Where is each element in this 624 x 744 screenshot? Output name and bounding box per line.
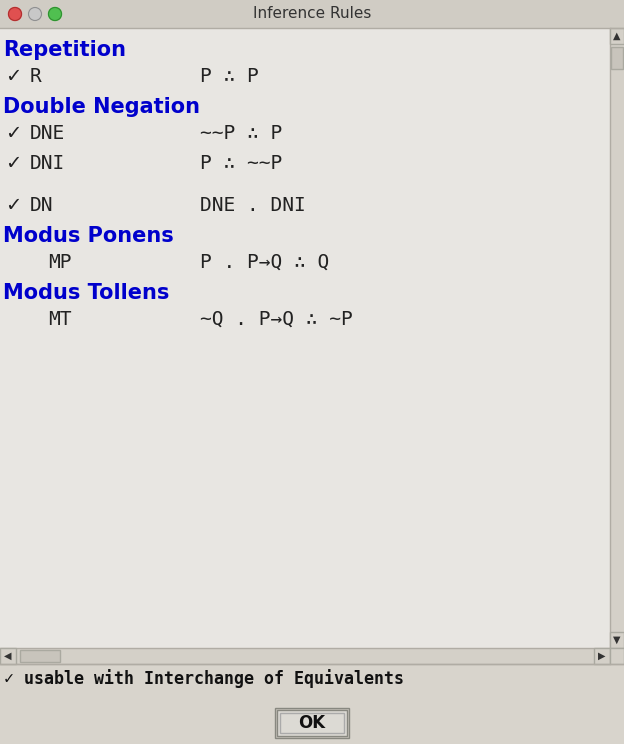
- Bar: [0, 0, 624, 28]
- Text: P . P→Q ∴ Q: P . P→Q ∴ Q: [200, 253, 329, 272]
- Text: ▲: ▲: [613, 31, 621, 41]
- Text: ~Q . P→Q ∴ ~P: ~Q . P→Q ∴ ~P: [200, 310, 353, 329]
- Text: ✓: ✓: [5, 196, 21, 215]
- Bar: [275, 708, 349, 738]
- Text: ✓: ✓: [5, 67, 21, 86]
- Circle shape: [9, 7, 21, 21]
- Circle shape: [29, 7, 42, 21]
- Text: Double Negation: Double Negation: [3, 97, 200, 117]
- Text: Repetition: Repetition: [3, 40, 126, 60]
- Text: P ∴ ~~P: P ∴ ~~P: [200, 154, 282, 173]
- Bar: [611, 47, 623, 69]
- Text: P ∴ P: P ∴ P: [200, 67, 259, 86]
- Bar: [0, 648, 610, 664]
- Text: Modus Tollens: Modus Tollens: [3, 283, 169, 303]
- Bar: [0, 664, 624, 744]
- Text: DNE . DNI: DNE . DNI: [200, 196, 306, 215]
- Text: DN: DN: [30, 196, 54, 215]
- Text: ✓: ✓: [5, 154, 21, 173]
- Text: DNI: DNI: [30, 154, 66, 173]
- Bar: [594, 648, 610, 664]
- Text: MT: MT: [48, 310, 72, 329]
- Text: Modus Ponens: Modus Ponens: [3, 226, 173, 246]
- Bar: [610, 648, 624, 664]
- Bar: [20, 650, 60, 662]
- Text: ✓: ✓: [5, 124, 21, 143]
- Text: R: R: [30, 67, 42, 86]
- Text: ▼: ▼: [613, 635, 621, 645]
- Bar: [0, 28, 610, 648]
- Circle shape: [49, 7, 62, 21]
- Bar: [277, 710, 347, 736]
- Text: DNE: DNE: [30, 124, 66, 143]
- Bar: [0, 648, 16, 664]
- Bar: [610, 28, 624, 44]
- Bar: [280, 713, 344, 733]
- Text: Inference Rules: Inference Rules: [253, 7, 371, 22]
- Text: ✓ usable with Interchange of Equivalents: ✓ usable with Interchange of Equivalents: [4, 669, 404, 688]
- Text: MP: MP: [48, 253, 72, 272]
- Text: ◀: ◀: [4, 651, 12, 661]
- Text: ▶: ▶: [598, 651, 606, 661]
- Bar: [610, 632, 624, 648]
- Text: OK: OK: [298, 714, 326, 732]
- Text: ~~P ∴ P: ~~P ∴ P: [200, 124, 282, 143]
- Bar: [610, 28, 624, 648]
